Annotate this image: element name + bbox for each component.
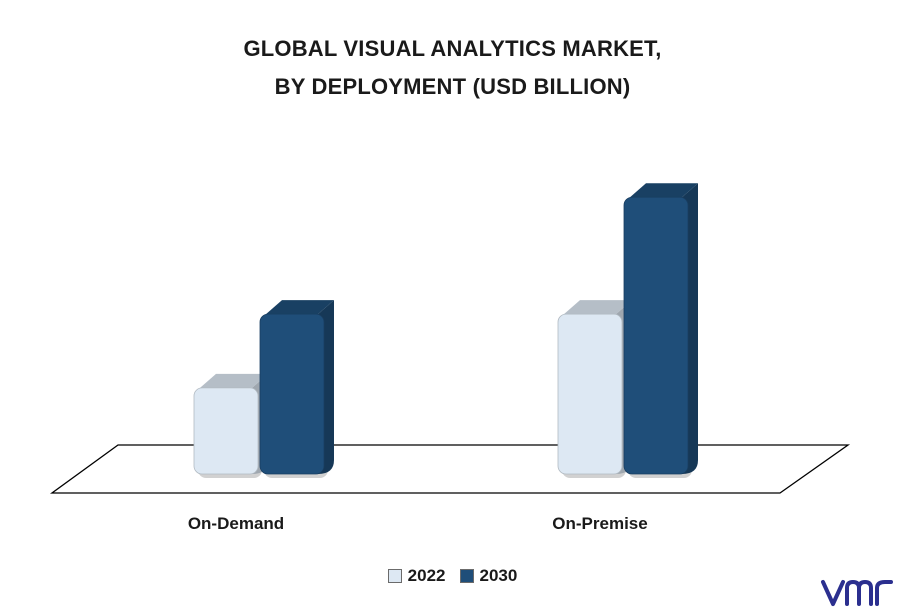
bar-on-demand-2030 bbox=[259, 300, 334, 478]
legend-item-2030: 2030 bbox=[459, 566, 518, 586]
chart-legend: 2022 2030 bbox=[0, 566, 905, 586]
bar-on-premise-2022 bbox=[557, 300, 632, 478]
legend-label-2030: 2030 bbox=[479, 566, 518, 585]
legend-label-2022: 2022 bbox=[407, 566, 446, 585]
vmr-logo-icon bbox=[821, 580, 893, 606]
legend-swatch-2030 bbox=[459, 569, 474, 583]
chart-title: GLOBAL VISUAL ANALYTICS MARKET, BY DEPLO… bbox=[0, 30, 905, 106]
chart-floor bbox=[50, 444, 851, 494]
chart-title-line-2: BY DEPLOYMENT (USD BILLION) bbox=[274, 74, 631, 99]
bar-on-premise-2030 bbox=[623, 183, 698, 478]
chart-title-line-1: GLOBAL VISUAL ANALYTICS MARKET, bbox=[243, 36, 662, 61]
category-label-on-premise: On-Premise bbox=[552, 514, 647, 533]
legend-swatch-2022 bbox=[387, 569, 402, 583]
category-label-on-demand: On-Demand bbox=[188, 514, 284, 533]
bar-on-demand-2022 bbox=[193, 373, 268, 478]
legend-item-2022: 2022 bbox=[387, 566, 446, 586]
